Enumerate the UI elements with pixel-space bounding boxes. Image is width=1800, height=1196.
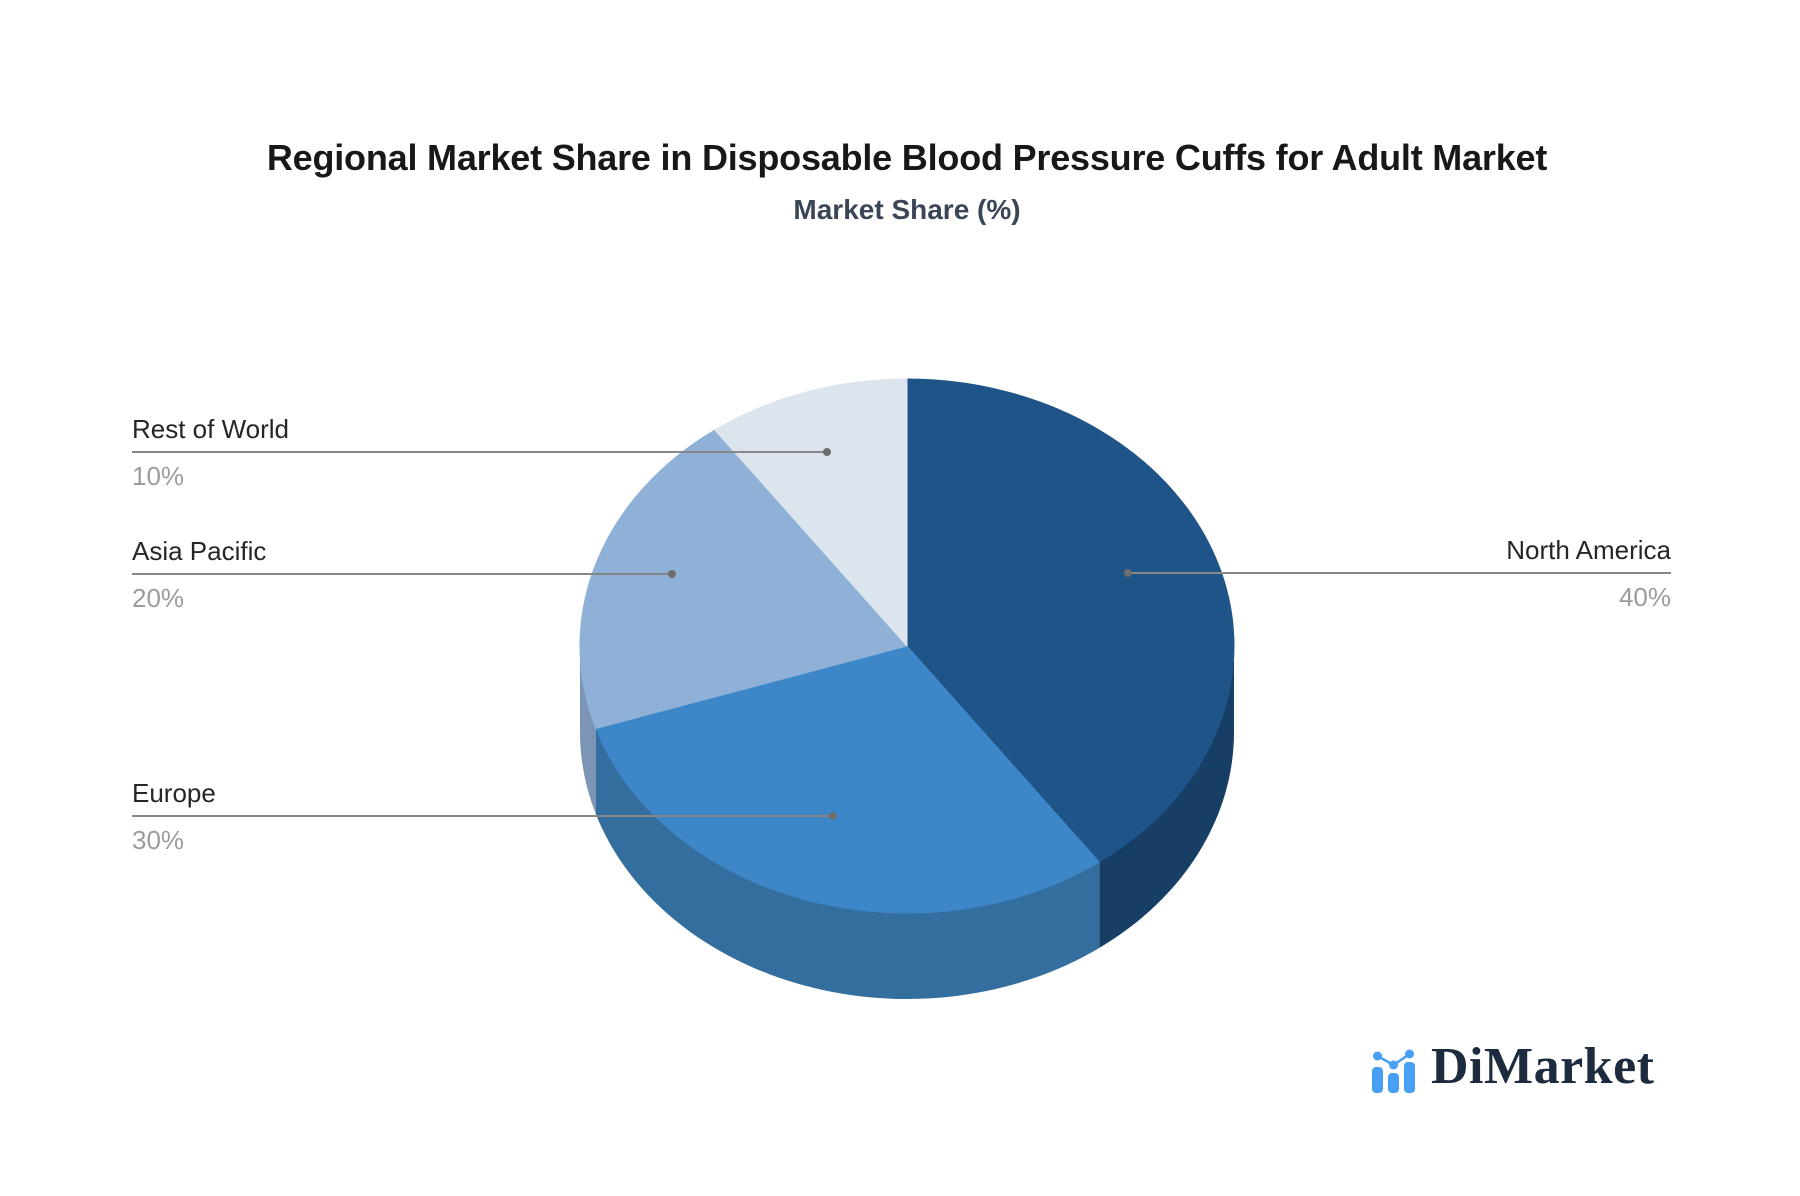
bar-chart-trend-icon [1372, 1049, 1415, 1093]
slice-label-name: Asia Pacific [132, 536, 267, 566]
logo-text: DiMarket [1431, 1038, 1655, 1095]
chart-title: Regional Market Share in Disposable Bloo… [266, 137, 1548, 178]
chart-subtitle: Market Share (%) [793, 194, 1021, 225]
slice-label-name: North America [1506, 535, 1671, 565]
dimarket-logo: DiMarket [1368, 1041, 1654, 1095]
slice-value-label: 20% [132, 583, 185, 613]
slice-value-label: 10% [132, 461, 185, 491]
slice-label-name: Rest of World [132, 414, 290, 444]
slice-value-label: 30% [132, 825, 185, 855]
slice-label-name: Europe [132, 778, 216, 808]
slice-value-label: 40% [1618, 582, 1671, 612]
